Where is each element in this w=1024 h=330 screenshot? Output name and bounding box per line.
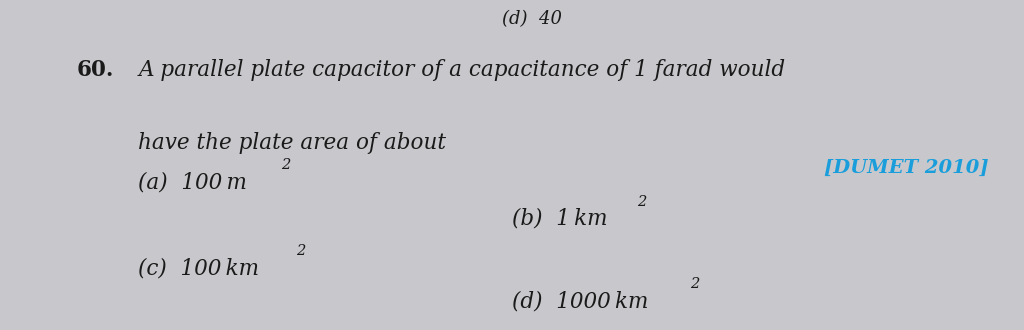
Text: (b)  1 km: (b) 1 km	[512, 208, 607, 230]
Text: 60.: 60.	[77, 59, 114, 82]
Text: (c)  100 km: (c) 100 km	[138, 257, 259, 280]
Text: [DUMET 2010]: [DUMET 2010]	[823, 158, 988, 177]
Text: A parallel plate capacitor of a capacitance of 1 farad would: A parallel plate capacitor of a capacita…	[138, 59, 785, 82]
Text: (d)  40: (d) 40	[503, 10, 562, 28]
Text: 2: 2	[637, 195, 646, 209]
Text: 2: 2	[281, 158, 290, 172]
Text: 2: 2	[690, 277, 699, 291]
Text: (d)  1000 km: (d) 1000 km	[512, 290, 648, 313]
Text: have the plate area of about: have the plate area of about	[138, 132, 446, 154]
Text: (a)  100 m: (a) 100 m	[138, 172, 247, 194]
Text: 2: 2	[296, 244, 306, 258]
